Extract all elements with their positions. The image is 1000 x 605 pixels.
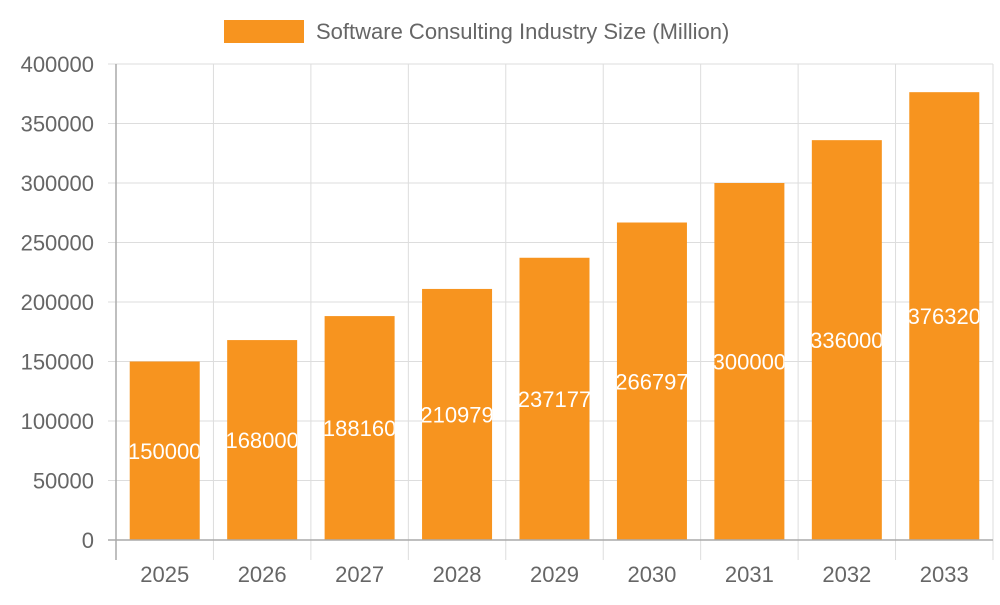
- y-tick-label: 0: [82, 528, 94, 553]
- x-tick-label: 2027: [335, 562, 384, 587]
- x-tick-label: 2032: [822, 562, 871, 587]
- bar: [422, 288, 493, 540]
- data-label: 188160: [323, 416, 396, 441]
- y-tick-label: 200000: [21, 290, 94, 315]
- legend-swatch: [224, 20, 304, 43]
- bar: [519, 257, 590, 540]
- data-label: 168000: [225, 428, 298, 453]
- y-tick-label: 250000: [21, 231, 94, 256]
- x-tick-label: 2029: [530, 562, 579, 587]
- x-tick-label: 2031: [725, 562, 774, 587]
- data-label: 237177: [518, 387, 591, 412]
- bar: [324, 316, 395, 540]
- bar: [909, 92, 980, 540]
- legend-label: Software Consulting Industry Size (Milli…: [316, 19, 729, 44]
- data-label: 150000: [128, 439, 201, 464]
- y-tick-label: 100000: [21, 409, 94, 434]
- data-label: 266797: [615, 369, 688, 394]
- y-tick-label: 300000: [21, 171, 94, 196]
- axes: 0 50000 100000 150000 200000 250000 300000 3500…: [21, 52, 993, 587]
- data-label: 300000: [713, 350, 786, 375]
- legend[interactable]: Software Consulting Industry Size (Milli…: [224, 19, 729, 44]
- bar: [227, 340, 298, 540]
- y-tick-label: 50000: [33, 469, 94, 494]
- data-label: 376320: [908, 304, 981, 329]
- data-label: 210979: [420, 402, 493, 427]
- x-tick-label: 2030: [627, 562, 676, 587]
- x-tick-label: 2033: [920, 562, 969, 587]
- x-tick-label: 2025: [140, 562, 189, 587]
- x-tick-label: 2028: [433, 562, 482, 587]
- y-tick-label: 150000: [21, 350, 94, 375]
- bar: [714, 183, 785, 540]
- data-label: 336000: [810, 328, 883, 353]
- y-tick-label: 400000: [21, 52, 94, 77]
- bar: [616, 222, 687, 540]
- x-tick-label: 2026: [238, 562, 287, 587]
- bars: 150000 168000 188160 210979 237177 266797 3000…: [128, 92, 981, 540]
- bar: [129, 361, 200, 540]
- y-tick-label: 350000: [21, 112, 94, 137]
- bar: [811, 140, 882, 540]
